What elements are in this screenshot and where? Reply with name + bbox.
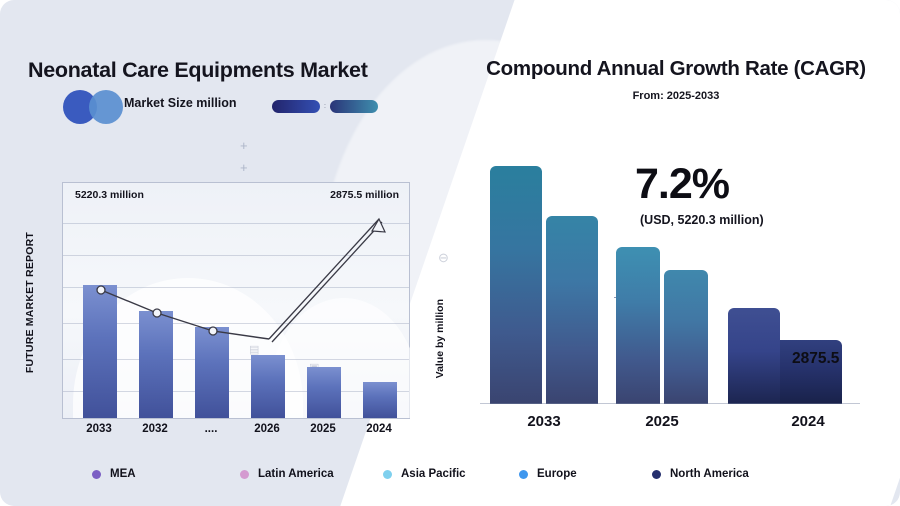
- legend-dot-icon: [240, 469, 249, 479]
- logo-circle-right: [89, 90, 123, 124]
- plus-mark-1: +: [240, 138, 248, 153]
- circle-watermark-icon: ⊖: [438, 250, 449, 265]
- left-chart-bars: [63, 183, 409, 418]
- right-panel: Compound Annual Growth Rate (CAGR) From:…: [430, 0, 900, 506]
- trend-point-marker: [96, 285, 106, 295]
- gridline: [63, 223, 409, 224]
- legend-dot-icon: [652, 469, 661, 479]
- right-x-label-2033: 2033: [527, 413, 561, 430]
- legend-label: MEA: [110, 468, 136, 480]
- rbar-2033-back: [546, 216, 598, 404]
- bar-2024: [363, 382, 397, 418]
- gridline: [63, 287, 409, 288]
- rbar-2025-front: [616, 247, 660, 404]
- legend-label: North America: [670, 468, 749, 480]
- trend-line-overlay: [96, 217, 386, 343]
- trend-point-marker: [152, 308, 162, 318]
- rbar-2033-front: [490, 166, 542, 404]
- pill-separator: :: [324, 103, 326, 110]
- cagr-title: Compound Annual Growth Rate (CAGR): [486, 57, 866, 80]
- growth-arrow-shaft: [268, 218, 380, 340]
- left-bar-chart: 5220.3 million 2875.5 million ▤ ▣: [62, 182, 419, 419]
- growth-arrow-shaft-2: [271, 221, 383, 343]
- plus-mark-2: +: [240, 160, 248, 175]
- gridline: [63, 359, 409, 360]
- legend-item-europe[interactable]: Europe: [519, 468, 577, 480]
- trend-line-declining: [100, 289, 270, 340]
- cagr-usd-note: (USD, 5220.3 million): [640, 213, 764, 227]
- bar-2025: [307, 367, 341, 418]
- rbar-2024-front: [728, 308, 780, 404]
- left-panel: Neonatal Care Equipments Market Market S…: [24, 58, 419, 445]
- left-chart-y-axis-label: FUTURE MARKET REPORT: [24, 232, 36, 374]
- annotation-start-value: 5220.3 million: [75, 189, 144, 201]
- legend-dot-icon: [92, 469, 101, 479]
- watermark-icon-1: ▤: [249, 344, 260, 356]
- gradient-pill-2: [329, 100, 378, 113]
- legend-dot-icon: [383, 469, 392, 479]
- bar-dots: [195, 327, 229, 418]
- annotation-end-value: 2875.5 million: [330, 189, 399, 201]
- right-chart-baseline: [480, 402, 860, 404]
- x-label-2033: 2033: [86, 423, 112, 435]
- gradient-pill-group: :: [272, 100, 378, 113]
- rbar-2024-back: [780, 340, 842, 404]
- left-chart-x-axis: 2033 2032 .... 2026 2025 2024: [62, 423, 410, 445]
- rbar-2025-back: [664, 270, 708, 404]
- legend-dot-icon: [519, 469, 528, 479]
- cagr-period: From: 2025-2033: [632, 90, 720, 102]
- page-title: Neonatal Care Equipments Market: [28, 58, 368, 82]
- bar-value-label-2024: 2875.5: [792, 350, 840, 367]
- cagr-value: 7.2%: [635, 160, 730, 208]
- venn-circles-logo: [63, 90, 123, 124]
- legend-item-north-america[interactable]: North America: [652, 468, 749, 480]
- bar-2032: [139, 311, 173, 418]
- x-label-2024: 2024: [366, 423, 392, 435]
- legend-item-mea[interactable]: MEA: [92, 468, 136, 480]
- legend-label: Asia Pacific: [401, 468, 466, 480]
- x-label-2032: 2032: [142, 423, 168, 435]
- gradient-pill-1: [272, 100, 320, 113]
- x-label-2026: 2026: [254, 423, 280, 435]
- chart-legend: MEA Latin America Asia Pacific Europe No…: [0, 462, 900, 492]
- legend-item-latin-america[interactable]: Latin America: [240, 468, 334, 480]
- growth-arrow-head: [370, 217, 386, 233]
- gridline: [63, 391, 409, 392]
- market-size-label: Market Size million: [124, 96, 237, 110]
- gridline: [63, 255, 409, 256]
- right-x-label-2025: 2025: [645, 413, 679, 430]
- right-chart-y-axis-label: Value by million: [434, 299, 446, 379]
- legend-label: Europe: [537, 468, 577, 480]
- trend-point-marker: [208, 326, 218, 336]
- bar-2033: [83, 285, 117, 418]
- right-x-label-2024: 2024: [791, 413, 825, 430]
- x-label-dots: ....: [204, 423, 218, 435]
- legend-item-asia-pacific[interactable]: Asia Pacific: [383, 468, 466, 480]
- bar-2026: [251, 355, 285, 418]
- gridline: [63, 323, 409, 324]
- x-label-2025: 2025: [310, 423, 336, 435]
- legend-label: Latin America: [258, 468, 334, 480]
- right-bar-chart: 2875.5 2033 2025 2024: [450, 140, 900, 430]
